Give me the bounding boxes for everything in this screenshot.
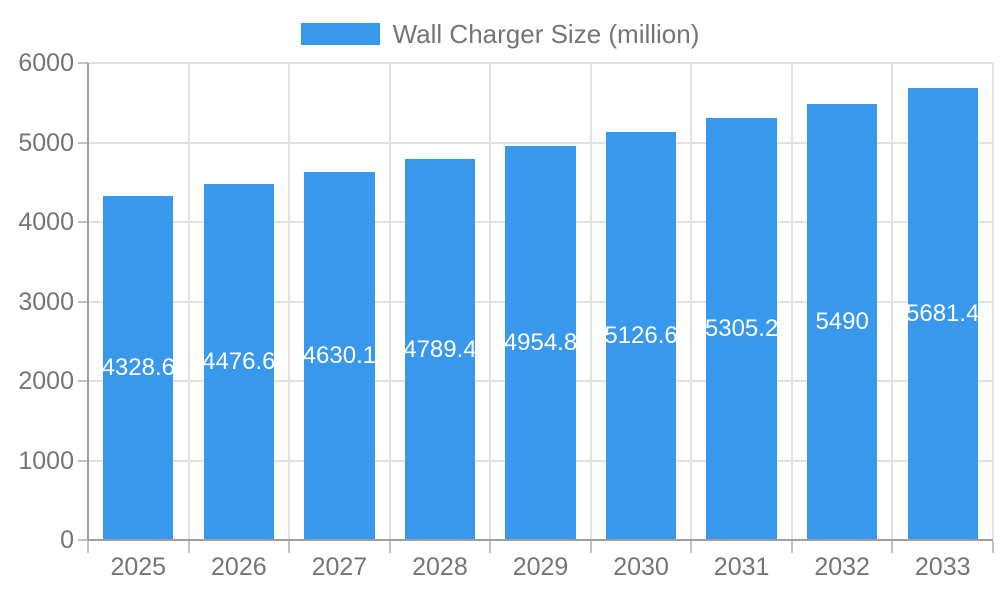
bar-value-label: 5681.4 [906, 300, 980, 328]
y-tick-mark [78, 62, 88, 64]
y-tick-mark [78, 300, 88, 303]
x-tick-mark [891, 541, 894, 553]
bar[interactable]: 5490 [806, 103, 878, 540]
bar-value-label: 4476.6 [202, 348, 276, 376]
v-gridline [690, 63, 693, 540]
v-gridline [187, 63, 190, 540]
bar-value-label: 5305.2 [704, 315, 779, 343]
bar[interactable]: 4630.1 [302, 171, 377, 540]
y-tick-mark [78, 221, 88, 223]
bar-value-label: 5126.6 [604, 322, 678, 350]
y-tick-label: 1000 [18, 446, 74, 475]
plot-area: 4328.6 4476.6 4630.1 4789.4 4954.8 5126.6 5305… [78, 62, 994, 553]
v-gridline [589, 63, 592, 540]
x-tick-label: 2028 [412, 553, 468, 581]
bar-value-label: 4954.8 [503, 329, 578, 357]
x-tick-label: 2033 [914, 553, 971, 581]
bar-value-label: 4630.1 [302, 341, 377, 369]
x-tick-mark [992, 541, 994, 553]
x-tick-mark [288, 541, 291, 553]
h-gridline [88, 141, 993, 144]
bar[interactable]: 4476.6 [202, 184, 276, 540]
x-tick-mark [790, 541, 793, 553]
v-gridline [388, 63, 391, 540]
x-tick-mark [589, 541, 592, 553]
y-tick-label: 6000 [18, 49, 74, 77]
x-tick-label: 2030 [613, 553, 669, 581]
x-tick-mark [690, 541, 693, 553]
v-gridline [288, 63, 291, 540]
v-gridline [992, 63, 994, 540]
y-tick-mark [78, 141, 88, 144]
x-tick-label: 2031 [713, 553, 770, 581]
bar[interactable]: 4789.4 [403, 159, 477, 540]
bar[interactable]: 5681.4 [906, 88, 980, 540]
legend-label: Wall Charger Size (million) [392, 19, 700, 49]
y-tick-mark [78, 380, 88, 382]
h-gridline [88, 62, 993, 64]
x-tick-mark [489, 541, 492, 553]
v-gridline [891, 63, 894, 540]
bar[interactable]: 4954.8 [503, 146, 578, 540]
y-tick-label: 0 [60, 526, 74, 554]
x-tick-label: 2027 [311, 553, 368, 581]
bar[interactable]: 4328.6 [101, 195, 175, 540]
x-tick-label: 2025 [110, 553, 167, 581]
y-axis-line [87, 63, 89, 540]
legend-swatch [300, 23, 380, 45]
x-tick-mark [388, 541, 391, 553]
x-tick-mark [87, 541, 89, 553]
y-tick-label: 5000 [18, 128, 74, 157]
bar-value-label: 4328.6 [101, 353, 175, 381]
x-tick-label: 2032 [814, 553, 870, 581]
x-axis-line [88, 539, 993, 541]
bar-value-label: 4789.4 [403, 335, 477, 363]
bar-value-label: 5490 [815, 307, 869, 335]
bar[interactable]: 5126.6 [604, 132, 678, 540]
y-tick-mark [78, 539, 88, 541]
x-tick-mark [187, 541, 190, 553]
y-tick-label: 4000 [18, 208, 74, 236]
chart-legend: Wall Charger Size (million) [0, 20, 1000, 48]
y-tick-label: 2000 [18, 367, 74, 395]
v-gridline [790, 63, 793, 540]
v-gridline [489, 63, 492, 540]
x-tick-label: 2026 [211, 553, 267, 581]
y-tick-label: 3000 [18, 287, 74, 316]
x-tick-label: 2029 [512, 553, 569, 581]
y-tick-mark [78, 459, 88, 462]
bar[interactable]: 5305.2 [704, 118, 779, 540]
